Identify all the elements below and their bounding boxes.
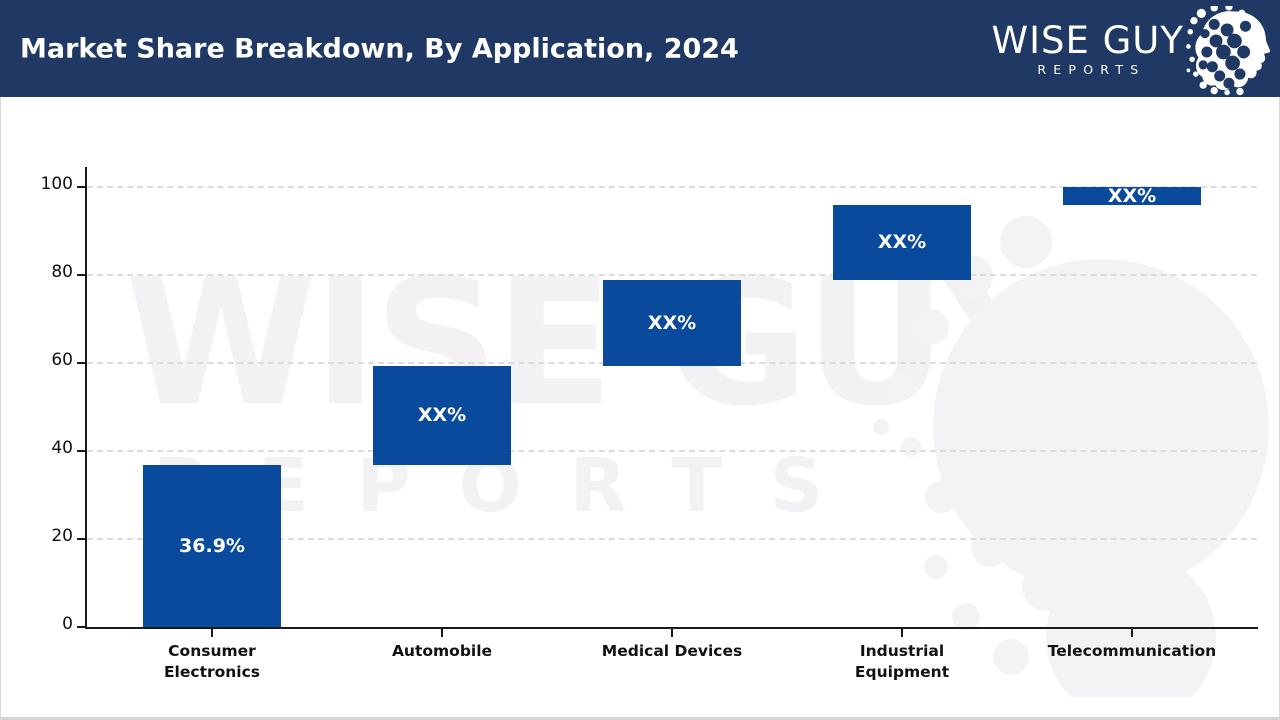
chart-canvas: WISE GUY REPORTS 0 20 40 60 80 100 36.9% Cons bbox=[0, 97, 1280, 720]
logo-text: WISE GUY REPORTS bbox=[992, 22, 1184, 77]
x-category-label: Automobile bbox=[391, 642, 493, 660]
x-tick-mark bbox=[671, 629, 673, 637]
bar-segment: XX% bbox=[833, 204, 971, 280]
y-tick-label: 80 bbox=[51, 262, 73, 282]
x-category-label: Industrial Equipment bbox=[854, 642, 950, 681]
x-category-label: Telecommunication bbox=[1047, 642, 1217, 660]
plot-area: 0 20 40 60 80 100 36.9% Consumer Electronics XX%… bbox=[1, 97, 1279, 717]
bar-value-label: XX% bbox=[647, 311, 697, 334]
y-tick-mark bbox=[77, 538, 86, 540]
bar-segment: 36.9% bbox=[143, 464, 281, 627]
y-axis-line bbox=[85, 167, 87, 629]
y-tick-mark bbox=[77, 274, 86, 276]
watermark-face-icon bbox=[873, 216, 1269, 697]
watermark: WISE GUY REPORTS bbox=[1, 97, 1279, 717]
y-tick-mark bbox=[77, 626, 86, 628]
x-tick-mark bbox=[211, 629, 213, 637]
x-tick-mark bbox=[1131, 629, 1133, 637]
y-tick-mark bbox=[77, 450, 86, 452]
bar-segment: XX% bbox=[373, 365, 511, 465]
gridline bbox=[87, 538, 1257, 540]
gridline bbox=[87, 274, 1257, 276]
bar-segment: XX% bbox=[1063, 184, 1201, 207]
wiseguy-logo: WISE GUY REPORTS bbox=[992, 4, 1270, 96]
bar-value-label: 36.9% bbox=[179, 534, 245, 557]
header-banner: Market Share Breakdown, By Application, … bbox=[0, 0, 1280, 97]
x-tick-mark bbox=[441, 629, 443, 637]
y-tick-label: 60 bbox=[51, 350, 73, 370]
y-tick-label: 20 bbox=[51, 526, 73, 546]
y-tick-mark bbox=[77, 362, 86, 364]
gridline bbox=[87, 186, 1257, 188]
chart-title: Market Share Breakdown, By Application, … bbox=[20, 33, 739, 64]
logo-wordmark: WISE GUY bbox=[991, 19, 1184, 62]
x-tick-mark bbox=[901, 629, 903, 637]
bar-value-label: XX% bbox=[417, 404, 467, 427]
gridline bbox=[87, 450, 1257, 452]
x-category-label: Consumer Electronics bbox=[163, 642, 261, 681]
logo-subtitle: REPORTS bbox=[1037, 62, 1146, 77]
bar-segment: XX% bbox=[603, 279, 741, 366]
y-tick-mark bbox=[77, 186, 86, 188]
x-axis-line bbox=[85, 627, 1258, 629]
watermark-wordmark: WISE GUY bbox=[125, 242, 1069, 445]
y-tick-label: 0 bbox=[62, 614, 73, 634]
y-tick-label: 40 bbox=[51, 438, 73, 458]
bar-value-label: XX% bbox=[877, 231, 927, 254]
x-category-label: Medical Devices bbox=[601, 642, 743, 660]
bar-value-label: XX% bbox=[1107, 184, 1157, 207]
wiseguy-face-icon bbox=[1186, 6, 1270, 96]
y-tick-label: 100 bbox=[40, 174, 73, 194]
